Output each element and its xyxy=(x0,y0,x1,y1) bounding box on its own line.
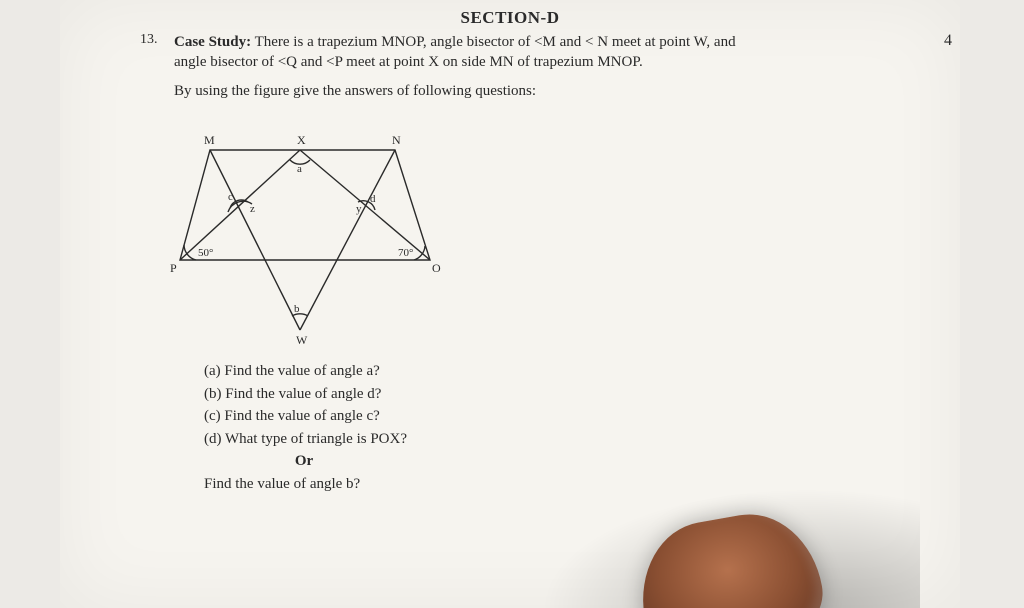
thumb xyxy=(630,503,830,608)
part-b: (b) Find the value of angle d? xyxy=(204,383,407,406)
part-c: (c) Find the value of angle c? xyxy=(204,405,407,428)
angle-a: a xyxy=(297,163,302,175)
sub-questions: (a) Find the value of angle a? (b) Find … xyxy=(204,360,407,495)
angle-p-value: 50° xyxy=(198,247,213,259)
question-text: Case Study: There is a trapezium MNOP, a… xyxy=(174,32,940,101)
vertex-n: N xyxy=(392,133,401,147)
angle-z: z xyxy=(250,203,255,215)
vertex-o: O xyxy=(432,261,441,275)
page: SECTION-D 4 13. Case Study: There is a t… xyxy=(60,0,960,608)
trapezium-figure: M X N P O W 50° 70° a c z y d b xyxy=(170,130,470,350)
angle-d: d xyxy=(370,193,376,205)
part-d: (d) What type of triangle is POX? xyxy=(204,428,407,451)
section-heading: SECTION-D xyxy=(60,8,960,28)
question-marks: 4 xyxy=(944,32,952,50)
vertex-x: X xyxy=(297,133,306,147)
case-study-label: Case Study: xyxy=(174,34,251,50)
angle-b: b xyxy=(294,303,300,315)
vertex-w: W xyxy=(296,333,308,347)
figure-lead: By using the figure give the answers of … xyxy=(174,83,536,99)
angle-y: y xyxy=(356,203,362,215)
angle-o-value: 70° xyxy=(398,247,413,259)
part-a: (a) Find the value of angle a? xyxy=(204,360,407,383)
part-alt: Find the value of angle b? xyxy=(204,473,407,496)
or-label: Or xyxy=(204,450,404,473)
question-block: 13. Case Study: There is a trapezium MNO… xyxy=(140,32,940,101)
prompt-line-1: There is a trapezium MNOP, angle bisecto… xyxy=(251,34,735,50)
question-number: 13. xyxy=(140,32,158,48)
angle-c: c xyxy=(228,191,233,203)
vertex-p: P xyxy=(170,261,177,275)
prompt-line-2: angle bisector of <Q and <P meet at poin… xyxy=(174,54,643,70)
vertex-m: M xyxy=(204,133,215,147)
